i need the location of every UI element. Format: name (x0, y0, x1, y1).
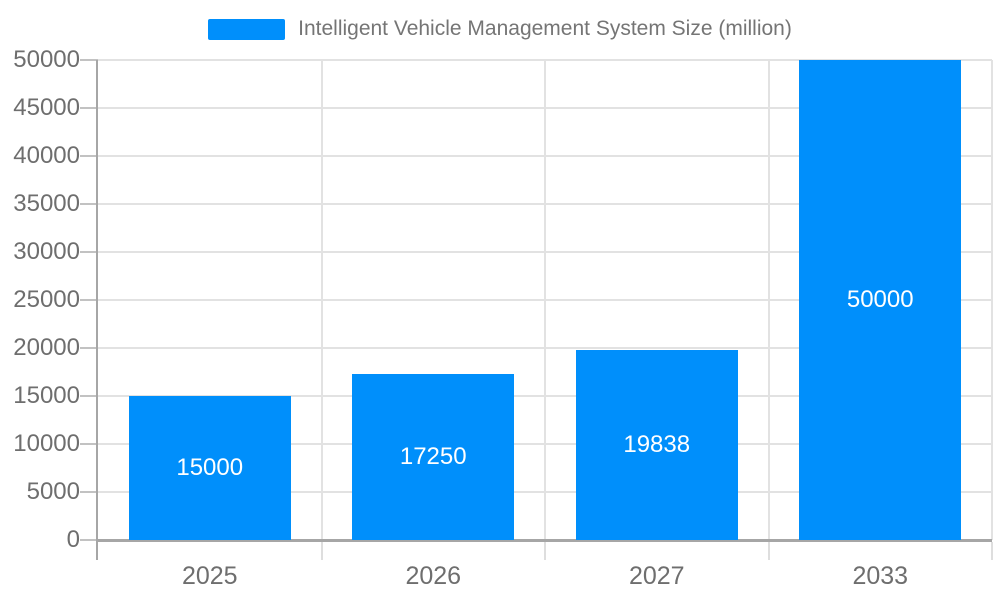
y-tick (80, 395, 98, 397)
x-axis-line (96, 539, 992, 542)
gridline-v (991, 60, 993, 540)
y-tick (80, 347, 98, 349)
y-axis-label: 25000 (13, 286, 80, 313)
y-tick (80, 155, 98, 157)
x-axis-label: 2026 (405, 562, 462, 590)
gridline-v (544, 60, 546, 540)
y-axis-label: 10000 (13, 430, 80, 457)
x-tick (991, 542, 993, 560)
bar-value-label: 50000 (846, 286, 914, 313)
x-tick (767, 542, 770, 560)
legend-swatch (208, 18, 286, 40)
y-axis-label: 40000 (13, 142, 80, 169)
x-axis-label: 2033 (852, 562, 909, 590)
y-axis-label: 35000 (13, 190, 80, 217)
x-tick (320, 542, 323, 560)
y-axis-label: 50000 (13, 46, 80, 73)
bar-2027[interactable]: 19838 (575, 349, 738, 540)
y-axis-line (96, 60, 98, 560)
y-tick (80, 539, 98, 541)
y-axis-label: 30000 (13, 238, 80, 265)
y-axis-label: 0 (66, 526, 80, 553)
x-axis-label: 2025 (181, 562, 238, 590)
bar-2026[interactable]: 17250 (352, 374, 515, 540)
bar-2025[interactable]: 15000 (128, 396, 291, 540)
y-tick (80, 203, 98, 205)
bar-2033[interactable]: 50000 (799, 60, 962, 540)
y-axis-label: 5000 (26, 478, 80, 505)
y-tick (80, 299, 98, 301)
y-axis-label: 15000 (13, 382, 80, 409)
gridline-v (320, 60, 323, 540)
y-tick (80, 107, 98, 109)
bar-value-label: 19838 (623, 430, 691, 458)
y-tick (80, 59, 98, 61)
y-axis-label: 20000 (13, 334, 80, 361)
bar-value-label: 15000 (176, 454, 244, 481)
x-tick (544, 542, 546, 560)
bar-value-label: 17250 (399, 443, 467, 471)
y-axis-label: 45000 (13, 94, 80, 121)
gridline-v (767, 60, 770, 540)
y-tick (80, 443, 98, 445)
x-axis-label: 2027 (628, 562, 685, 590)
legend[interactable]: Intelligent Vehicle Management System Si… (0, 12, 1000, 46)
legend-label: Intelligent Vehicle Management System Si… (298, 17, 792, 40)
y-tick (80, 251, 98, 253)
y-tick (80, 491, 98, 493)
